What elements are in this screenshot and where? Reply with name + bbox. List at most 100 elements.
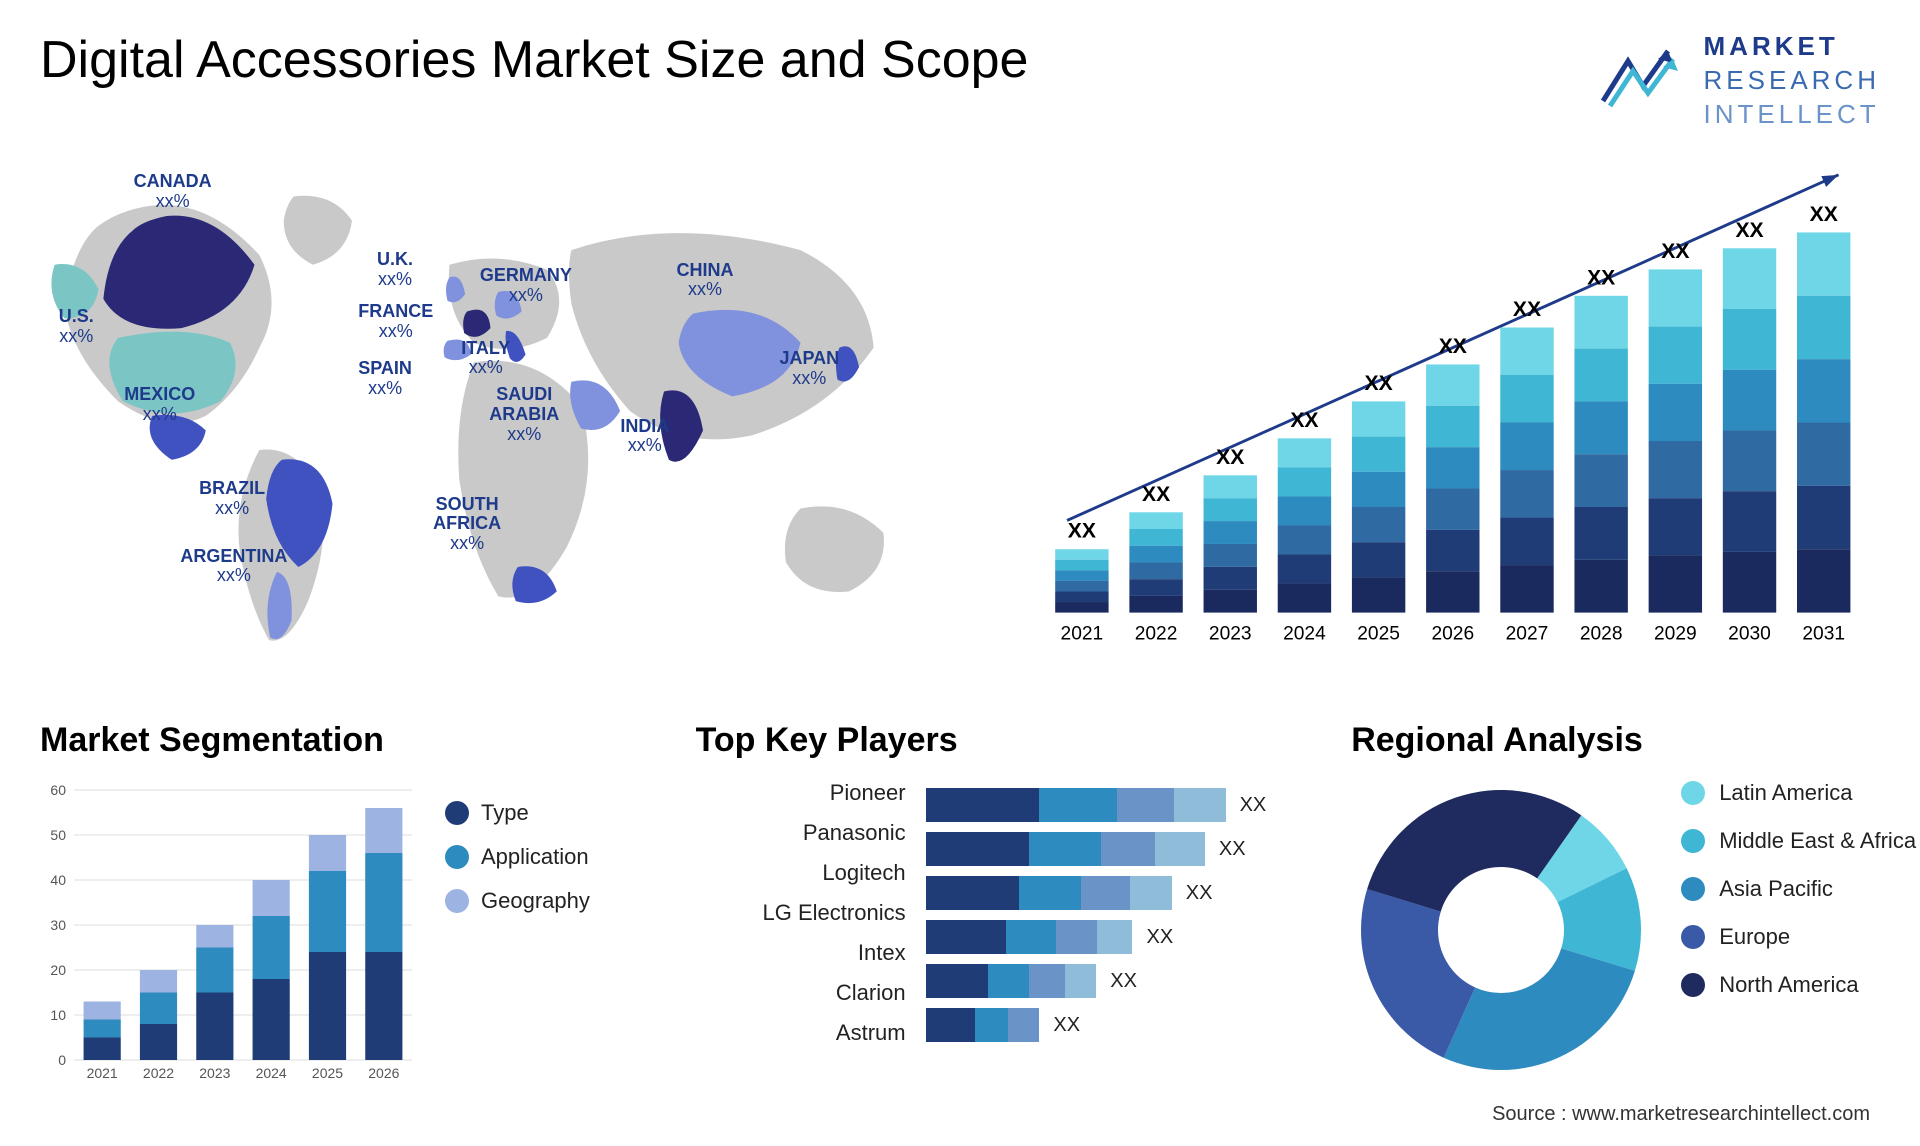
key-player-bar-seg: [1117, 788, 1174, 822]
svg-text:2024: 2024: [256, 1065, 287, 1081]
legend-label: Geography: [481, 888, 590, 914]
legend-label: Asia Pacific: [1719, 876, 1833, 902]
legend-swatch-icon: [1681, 925, 1705, 949]
key-player-name: Panasonic: [803, 820, 906, 846]
key-player-bar-seg: [1065, 964, 1096, 998]
growth-chart-panel: XX2021XX2022XX2023XX2024XX2025XX2026XX20…: [1016, 151, 1880, 671]
regional-legend-item: North America: [1681, 972, 1916, 998]
segmentation-panel: Market Segmentation 01020304050602021202…: [40, 721, 666, 1121]
key-player-bar-seg: [1174, 788, 1226, 822]
svg-text:30: 30: [50, 917, 66, 933]
growth-chart: XX2021XX2022XX2023XX2024XX2025XX2026XX20…: [1016, 151, 1880, 671]
key-player-bar-seg: [988, 964, 1029, 998]
legend-swatch-icon: [1681, 781, 1705, 805]
map-country-label: U.K.xx%: [377, 250, 413, 290]
svg-text:0: 0: [58, 1052, 66, 1068]
svg-text:2027: 2027: [1506, 624, 1549, 645]
svg-text:2030: 2030: [1728, 624, 1771, 645]
svg-text:20: 20: [50, 962, 66, 978]
svg-text:2025: 2025: [1357, 624, 1400, 645]
map-country-label: FRANCExx%: [358, 302, 433, 342]
legend-swatch-icon: [1681, 829, 1705, 853]
regional-legend-item: Latin America: [1681, 780, 1916, 806]
key-player-bar-label: XX: [1146, 926, 1173, 949]
regional-title: Regional Analysis: [1351, 721, 1920, 760]
svg-text:2021: 2021: [87, 1065, 118, 1081]
regional-panel: Regional Analysis Latin America Middle Ea…: [1351, 721, 1920, 1121]
key-player-bar-seg: [1029, 832, 1101, 866]
key-player-bar-label: XX: [1110, 970, 1137, 993]
key-player-bar-seg: [1130, 876, 1171, 910]
key-player-bar-row: XX: [926, 920, 1267, 954]
svg-text:10: 10: [50, 1007, 66, 1023]
key-player-bar-seg: [1101, 832, 1155, 866]
key-player-name: Pioneer: [830, 780, 906, 806]
key-player-bar-seg: [1097, 920, 1132, 954]
svg-text:2028: 2028: [1580, 624, 1623, 645]
key-player-bar-label: XX: [1240, 794, 1267, 817]
svg-text:XX: XX: [1290, 409, 1318, 432]
key-player-bar-label: XX: [1053, 1014, 1080, 1037]
svg-text:2026: 2026: [368, 1065, 399, 1081]
logo-mark-icon: [1598, 41, 1688, 121]
legend-swatch-icon: [445, 801, 469, 825]
map-country-label: BRAZILxx%: [199, 479, 265, 519]
key-player-bar: [926, 1008, 1040, 1042]
key-player-bar-seg: [1019, 876, 1081, 910]
svg-text:2023: 2023: [1209, 624, 1252, 645]
source-attribution: Source : www.marketresearchintellect.com: [1492, 1103, 1870, 1126]
key-player-bar-row: XX: [926, 964, 1267, 998]
legend-label: Europe: [1719, 924, 1790, 950]
key-player-bar-seg: [926, 1008, 976, 1042]
legend-label: Type: [481, 800, 529, 826]
segmentation-legend-item: Geography: [445, 888, 590, 914]
logo-line-2: RESEARCH: [1704, 64, 1880, 98]
key-player-bar-seg: [926, 876, 1019, 910]
svg-text:XX: XX: [1513, 298, 1541, 321]
key-player-name: Clarion: [836, 980, 906, 1006]
key-player-name: Logitech: [822, 860, 905, 886]
key-player-name: LG Electronics: [763, 900, 906, 926]
key-player-bar-row: XX: [926, 832, 1267, 866]
map-country-label: JAPANxx%: [779, 349, 839, 389]
key-player-bar-seg: [926, 964, 988, 998]
svg-text:XX: XX: [1439, 335, 1467, 358]
svg-text:XX: XX: [1661, 240, 1689, 263]
map-country-label: SOUTHAFRICAxx%: [433, 495, 501, 554]
legend-label: Latin America: [1719, 780, 1852, 806]
key-player-bar-row: XX: [926, 788, 1267, 822]
map-country-label: SPAINxx%: [358, 359, 412, 399]
svg-text:XX: XX: [1810, 203, 1838, 226]
segmentation-chart: 0102030405060202120222023202420252026: [40, 780, 420, 1090]
key-player-bar-seg: [1039, 788, 1117, 822]
key-players-list: PioneerPanasonicLogitechLG ElectronicsIn…: [696, 780, 906, 1046]
legend-label: Application: [481, 844, 589, 870]
legend-swatch-icon: [1681, 973, 1705, 997]
regional-legend-item: Middle East & Africa: [1681, 828, 1916, 854]
map-country-label: CANADAxx%: [134, 172, 212, 212]
key-player-bar-label: XX: [1219, 838, 1246, 861]
key-player-bar: [926, 788, 1226, 822]
svg-text:2024: 2024: [1283, 624, 1326, 645]
map-country-label: CHINAxx%: [676, 261, 733, 301]
regional-legend-item: Europe: [1681, 924, 1916, 950]
svg-text:XX: XX: [1216, 446, 1244, 469]
legend-swatch-icon: [445, 845, 469, 869]
svg-text:XX: XX: [1142, 483, 1170, 506]
key-players-title: Top Key Players: [696, 721, 1322, 760]
svg-text:50: 50: [50, 827, 66, 843]
key-players-bars: XXXXXXXXXXXX: [926, 788, 1267, 1046]
logo-line-3: INTELLECT: [1704, 98, 1880, 132]
legend-label: North America: [1719, 972, 1858, 998]
key-player-name: Astrum: [836, 1020, 906, 1046]
legend-swatch-icon: [1681, 877, 1705, 901]
legend-label: Middle East & Africa: [1719, 828, 1916, 854]
map-country-label: MEXICOxx%: [124, 385, 195, 425]
legend-swatch-icon: [445, 889, 469, 913]
key-player-bar-seg: [1006, 920, 1056, 954]
svg-text:2025: 2025: [312, 1065, 343, 1081]
key-player-bar-seg: [926, 832, 1029, 866]
key-player-bar-seg: [1155, 832, 1205, 866]
svg-text:XX: XX: [1068, 520, 1096, 543]
key-player-bar-seg: [975, 1008, 1008, 1042]
